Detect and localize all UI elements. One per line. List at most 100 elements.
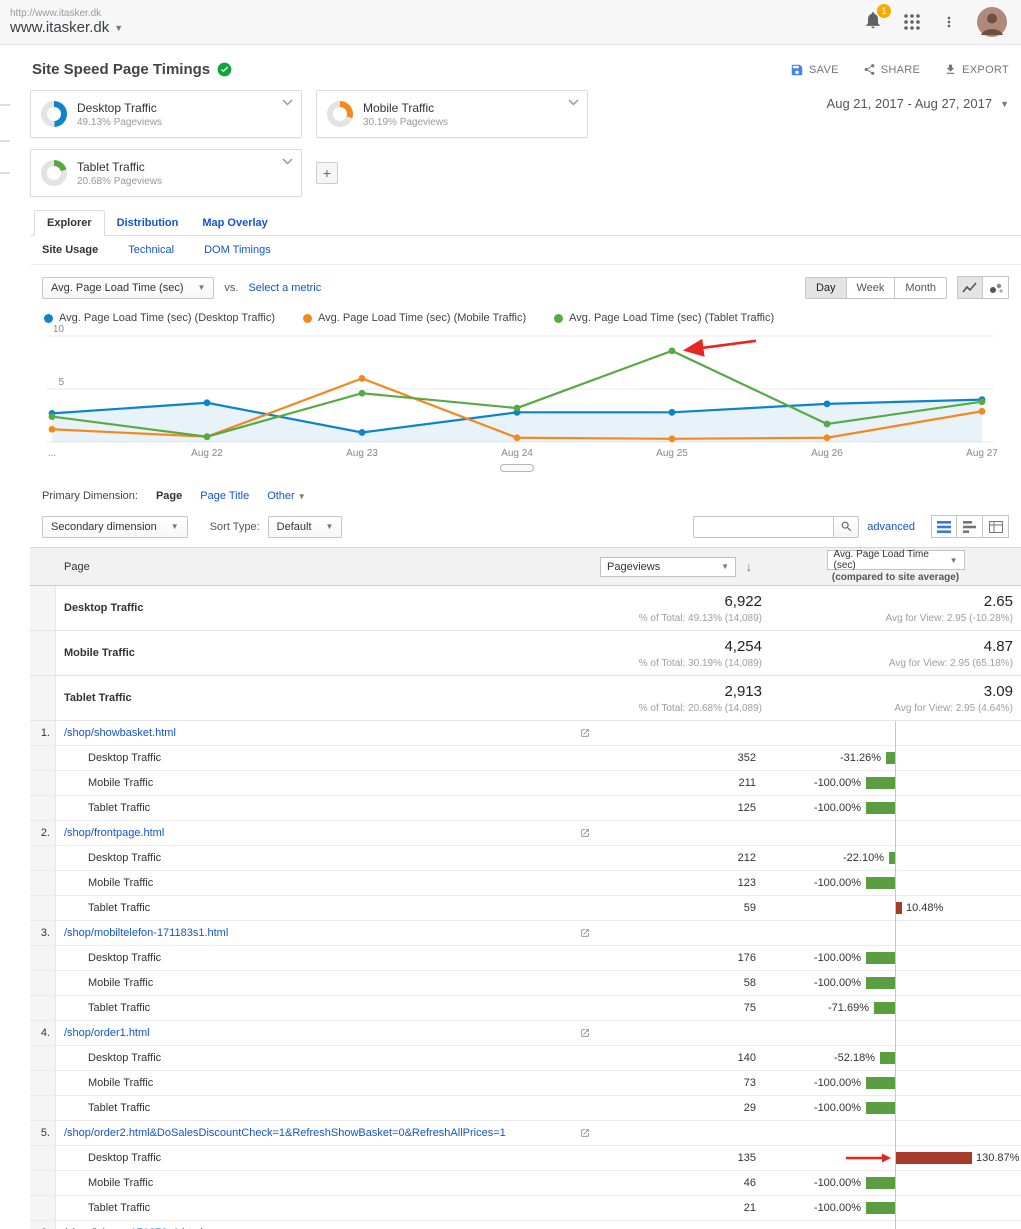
open-in-new-icon[interactable] xyxy=(580,728,590,738)
dimension-page[interactable]: Page xyxy=(155,490,183,502)
segment-detail: 49.13% Pageviews xyxy=(77,116,163,128)
pageviews-value: 21 xyxy=(743,1202,756,1214)
page-url-cell: /shop/showbasket.html xyxy=(56,721,600,745)
legend-label: Avg. Page Load Time (sec) (Mobile Traffi… xyxy=(318,312,527,324)
load-time-column-dropdown[interactable]: Avg. Page Load Time (sec) ▼ xyxy=(826,549,965,571)
segment-card-desktop[interactable]: Desktop Traffic 49.13% Pageviews xyxy=(30,90,302,138)
page-url-cell: /shop/iphone-171276s1.html xyxy=(56,1221,600,1229)
pageviews-column-dropdown[interactable]: Pageviews ▼ xyxy=(600,556,736,577)
subtab-site-usage[interactable]: Site Usage xyxy=(42,244,99,256)
page-row: 2. /shop/frontpage.html xyxy=(30,821,1021,846)
advanced-filter-link[interactable]: advanced xyxy=(867,520,915,533)
chart-canvas xyxy=(46,335,994,443)
open-in-new-icon[interactable] xyxy=(580,1128,590,1138)
sort-descending-icon[interactable]: ↓ xyxy=(746,559,752,574)
select-metric-link[interactable]: Select a metric xyxy=(248,281,322,294)
x-axis-tick: Aug 22 xyxy=(191,448,223,459)
y-axis-tick: 5 xyxy=(58,377,64,388)
page-link[interactable]: /shop/order1.html xyxy=(64,1027,150,1039)
row-number-cell xyxy=(30,871,56,895)
open-in-new-icon[interactable] xyxy=(580,1028,590,1038)
legend-item[interactable]: Avg. Page Load Time (sec) (Desktop Traff… xyxy=(44,312,275,324)
chevron-down-icon: ▼ xyxy=(170,522,179,531)
pivot-view-button[interactable] xyxy=(983,515,1009,538)
page-title: Site Speed Page Timings xyxy=(32,61,211,78)
search-button[interactable] xyxy=(833,515,860,538)
export-button[interactable]: EXPORT xyxy=(944,63,1009,77)
data-table-view-button[interactable] xyxy=(931,515,957,538)
summary-pageviews: 2,913 % of Total: 20.68% (14,089) xyxy=(600,676,770,720)
dimension-page-title[interactable]: Page Title xyxy=(200,490,250,502)
page-link[interactable]: /shop/frontpage.html xyxy=(64,827,165,839)
notifications-button[interactable]: 1 xyxy=(863,3,891,35)
page-link[interactable]: /shop/order2.html&DoSalesDiscountCheck=1… xyxy=(64,1127,506,1139)
granularity-month-button[interactable]: Month xyxy=(895,276,947,299)
dimension-other-dropdown[interactable]: Other ▼ xyxy=(267,490,306,502)
granularity-week-button[interactable]: Week xyxy=(846,276,896,299)
segment-sub-row: Mobile Traffic 58 -100.00% xyxy=(30,971,1021,996)
page-row: 3. /shop/mobiltelefon-171183s1.html xyxy=(30,921,1021,946)
row-number-cell xyxy=(30,746,56,770)
load-bar-cell: -100.00% xyxy=(770,1171,1021,1196)
metric-dropdown[interactable]: Avg. Page Load Time (sec) ▼ xyxy=(42,276,215,299)
segment-name: Tablet Traffic xyxy=(88,1002,151,1014)
timeseries-chart: 10 5... Aug 22 Aug 23 Aug 24 Aug 25 Aug 26 Aug … xyxy=(42,324,1021,482)
line-chart-view-button[interactable] xyxy=(957,276,983,299)
summary-load-time: 2.65 Avg for View: 2.95 (-10.28%) xyxy=(770,586,1021,630)
row-number: 1. xyxy=(30,721,56,745)
legend-item[interactable]: Avg. Page Load Time (sec) (Mobile Traffi… xyxy=(303,312,526,324)
open-in-new-icon[interactable] xyxy=(580,928,590,938)
subtab-technical[interactable]: Technical xyxy=(128,244,175,256)
tab-map-overlay[interactable]: Map Overlay xyxy=(202,217,268,229)
chart-range-handle[interactable] xyxy=(500,464,534,472)
pageviews-value: 73 xyxy=(743,1077,756,1089)
row-number-cell xyxy=(30,946,56,970)
more-vert-icon[interactable] xyxy=(941,14,957,30)
tab-distribution[interactable]: Distribution xyxy=(116,217,179,229)
account-switcher[interactable]: http://www.itasker.dk www.itasker.dk ▼ xyxy=(10,8,123,36)
legend-item[interactable]: Avg. Page Load Time (sec) (Tablet Traffi… xyxy=(554,312,774,324)
chevron-down-icon[interactable] xyxy=(282,158,293,165)
subtab-dom-timings[interactable]: DOM Timings xyxy=(204,244,271,256)
segment-name: Mobile Traffic xyxy=(88,1077,154,1089)
tab-explorer[interactable]: Explorer xyxy=(34,210,105,236)
sort-type-dropdown[interactable]: Default ▼ xyxy=(267,515,343,538)
segment-card-tablet[interactable]: Tablet Traffic 20.68% Pageviews xyxy=(30,149,302,197)
avatar[interactable] xyxy=(977,7,1007,37)
secondary-dimension-dropdown[interactable]: Secondary dimension ▼ xyxy=(42,515,188,538)
search-icon xyxy=(840,520,853,533)
left-rail-tick xyxy=(0,172,10,174)
apps-grid-icon[interactable] xyxy=(903,13,921,31)
sort-type-value: Default xyxy=(276,520,312,533)
page-link[interactable]: /shop/mobiltelefon-171183s1.html xyxy=(64,927,229,939)
sort-type-label: Sort Type: xyxy=(209,520,260,533)
page-link[interactable]: /shop/iphone-171276s1.html xyxy=(64,1227,203,1229)
pct-change-label: -100.00% xyxy=(813,1202,861,1214)
add-segment-button[interactable]: + xyxy=(316,162,338,184)
empty-cell xyxy=(600,721,770,745)
date-range-label: Aug 21, 2017 - Aug 27, 2017 xyxy=(826,96,993,111)
row-number-cell xyxy=(30,771,56,795)
line-chart-icon xyxy=(962,281,978,294)
save-button[interactable]: SAVE xyxy=(790,63,839,77)
summary-pageviews: 6,922 % of Total: 49.13% (14,089) xyxy=(600,586,770,630)
comparison-view-button[interactable] xyxy=(957,515,983,538)
chevron-down-icon[interactable] xyxy=(282,99,293,106)
date-range-selector[interactable]: Aug 21, 2017 - Aug 27, 2017 ▼ xyxy=(827,96,1009,111)
load-bar-cell: -71.69% xyxy=(770,996,1021,1021)
table-search-input[interactable] xyxy=(693,515,834,538)
page-link[interactable]: /shop/showbasket.html xyxy=(64,727,176,739)
motion-chart-view-button[interactable] xyxy=(983,276,1009,299)
segment-card-mobile[interactable]: Mobile Traffic 30.19% Pageviews xyxy=(316,90,588,138)
x-axis-tick: Aug 24 xyxy=(501,448,533,459)
share-button[interactable]: SHARE xyxy=(863,63,920,77)
granularity-day-button[interactable]: Day xyxy=(804,276,847,299)
summary-load-time: 3.09 Avg for View: 2.95 (4.64%) xyxy=(770,676,1021,720)
segment-sub-row: Tablet Traffic 21 -100.00% xyxy=(30,1196,1021,1221)
pct-change-label: -71.69% xyxy=(828,1002,869,1014)
x-axis-tick: Aug 25 xyxy=(656,448,688,459)
summary-row: Mobile Traffic 4,254 % of Total: 30.19% (1… xyxy=(30,631,1021,676)
open-in-new-icon[interactable] xyxy=(580,828,590,838)
chevron-down-icon: ▼ xyxy=(949,555,958,565)
chevron-down-icon[interactable] xyxy=(568,99,579,106)
